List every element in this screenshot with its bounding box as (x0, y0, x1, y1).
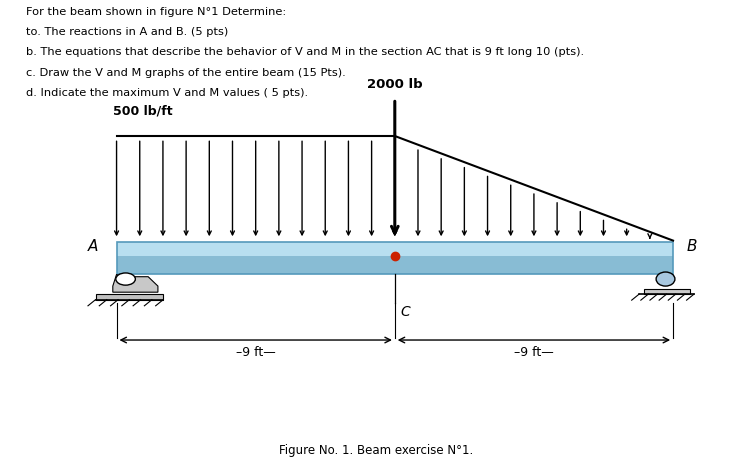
Bar (117, 256, 673, 274)
Bar (96, 294, 163, 300)
Text: d. Indicate the maximum V and M values ( 5 pts).: d. Indicate the maximum V and M values (… (26, 88, 308, 98)
Text: –9 ft—: –9 ft— (514, 346, 553, 359)
Text: A: A (87, 239, 98, 254)
Text: For the beam shown in figure N°1 Determine:: For the beam shown in figure N°1 Determi… (26, 7, 287, 17)
Text: Figure No. 1. Beam exercise N°1.: Figure No. 1. Beam exercise N°1. (279, 444, 473, 457)
Text: –9 ft—: –9 ft— (236, 346, 275, 359)
Ellipse shape (656, 272, 675, 286)
Polygon shape (113, 274, 158, 292)
Bar (117, 242, 673, 274)
Text: 2000 lb: 2000 lb (367, 78, 423, 91)
Circle shape (116, 273, 135, 285)
Text: to. The reactions in A and B. (5 pts): to. The reactions in A and B. (5 pts) (26, 27, 229, 37)
Bar (117, 242, 673, 256)
Bar (644, 289, 690, 294)
Text: C: C (401, 305, 411, 319)
Text: 500 lb/ft: 500 lb/ft (113, 104, 172, 117)
Text: B: B (687, 239, 697, 254)
Text: c. Draw the V and M graphs of the entire beam (15 Pts).: c. Draw the V and M graphs of the entire… (26, 68, 346, 77)
Text: b. The equations that describe the behavior of V and M in the section AC that is: b. The equations that describe the behav… (26, 47, 584, 57)
